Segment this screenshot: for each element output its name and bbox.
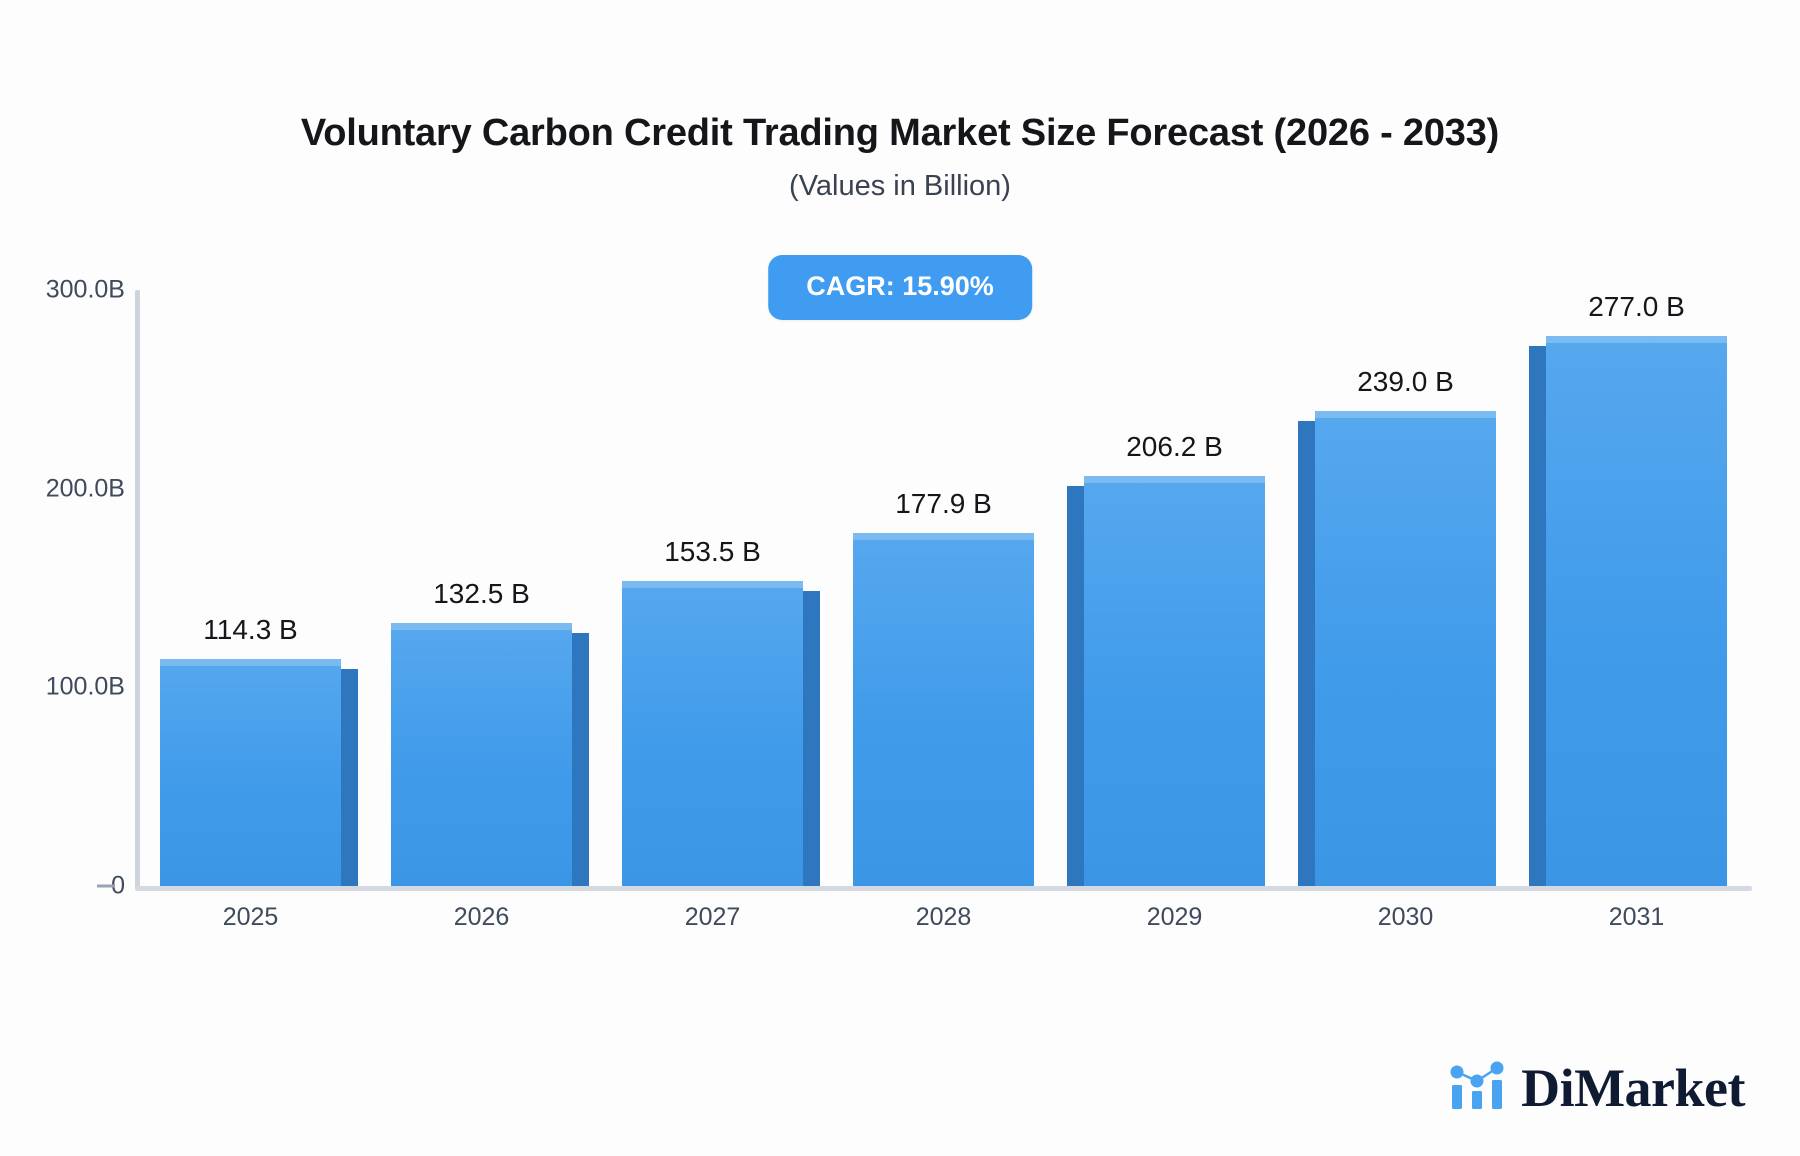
bar-2029[interactable] [1067, 476, 1265, 886]
y-tick-label: 100.0B [45, 672, 125, 701]
bar-value-label: 239.0 B [1357, 366, 1454, 398]
bar-value-label: 206.2 B [1126, 431, 1223, 463]
y-tick-mark [97, 884, 115, 888]
bar-top-highlight [1546, 335, 1727, 343]
bar-side-panel [802, 591, 820, 886]
bar-top-highlight [853, 532, 1034, 540]
bar-value-label: 177.9 B [895, 487, 992, 519]
chart-title: Voluntary Carbon Credit Trading Market S… [300, 112, 1500, 154]
bar-side-panel [1529, 345, 1547, 886]
x-tick-label-2030: 2030 [1377, 903, 1434, 931]
bar-2031[interactable] [1529, 335, 1727, 886]
y-axis-ticks: 300.0B 200.0B 100.0B 0 [0, 0, 125, 1156]
bar-chart-icon [1449, 1059, 1505, 1116]
bar-side-panel [340, 668, 358, 886]
bar-side-panel [571, 632, 589, 886]
cagr-badge: CAGR: 15.90% [768, 255, 1032, 320]
bar-top-highlight [1084, 476, 1265, 484]
bar-face [622, 581, 803, 886]
logo-text: DiMarket [1521, 1057, 1745, 1118]
bar-top-highlight [160, 658, 341, 666]
x-tick-label-2028: 2028 [915, 903, 972, 931]
bar-top-highlight [622, 581, 803, 589]
x-tick-label-2026: 2026 [453, 903, 510, 931]
bar-2027[interactable] [622, 581, 820, 886]
x-tick-label-2029: 2029 [1146, 903, 1203, 931]
x-tick-label-2031: 2031 [1608, 903, 1665, 931]
bar-value-label: 114.3 B [203, 613, 298, 645]
bar-2026[interactable] [391, 622, 589, 886]
bar-value-label: 132.5 B [433, 577, 530, 609]
bar-face [1084, 476, 1265, 886]
bar-2028[interactable] [853, 532, 1034, 886]
bar-2030[interactable] [1298, 411, 1496, 886]
x-axis-line [135, 886, 1752, 891]
chart-subtitle: (Values in Billion) [789, 170, 1011, 202]
bar-top-highlight [391, 622, 572, 630]
bar-value-label: 153.5 B [664, 536, 761, 568]
y-axis-line [135, 290, 140, 890]
x-tick-label-2027: 2027 [684, 903, 741, 931]
bar-side-panel [1067, 486, 1085, 886]
bar-face [1315, 411, 1496, 886]
bar-face [391, 622, 572, 886]
bar-top-highlight [1315, 411, 1496, 419]
brand-logo: DiMarket [1449, 1059, 1745, 1116]
y-tick-label: 0 [111, 871, 125, 900]
x-tick-label-2025: 2025 [222, 903, 279, 931]
bar-side-panel [1298, 421, 1316, 886]
bar-2025[interactable] [160, 658, 358, 886]
bar-value-label: 277.0 B [1588, 290, 1685, 322]
bar-face [1546, 335, 1727, 886]
bar-face [853, 532, 1034, 886]
y-tick-label: 200.0B [45, 474, 125, 503]
bar-face [160, 658, 341, 886]
y-tick-label: 300.0B [45, 275, 125, 304]
